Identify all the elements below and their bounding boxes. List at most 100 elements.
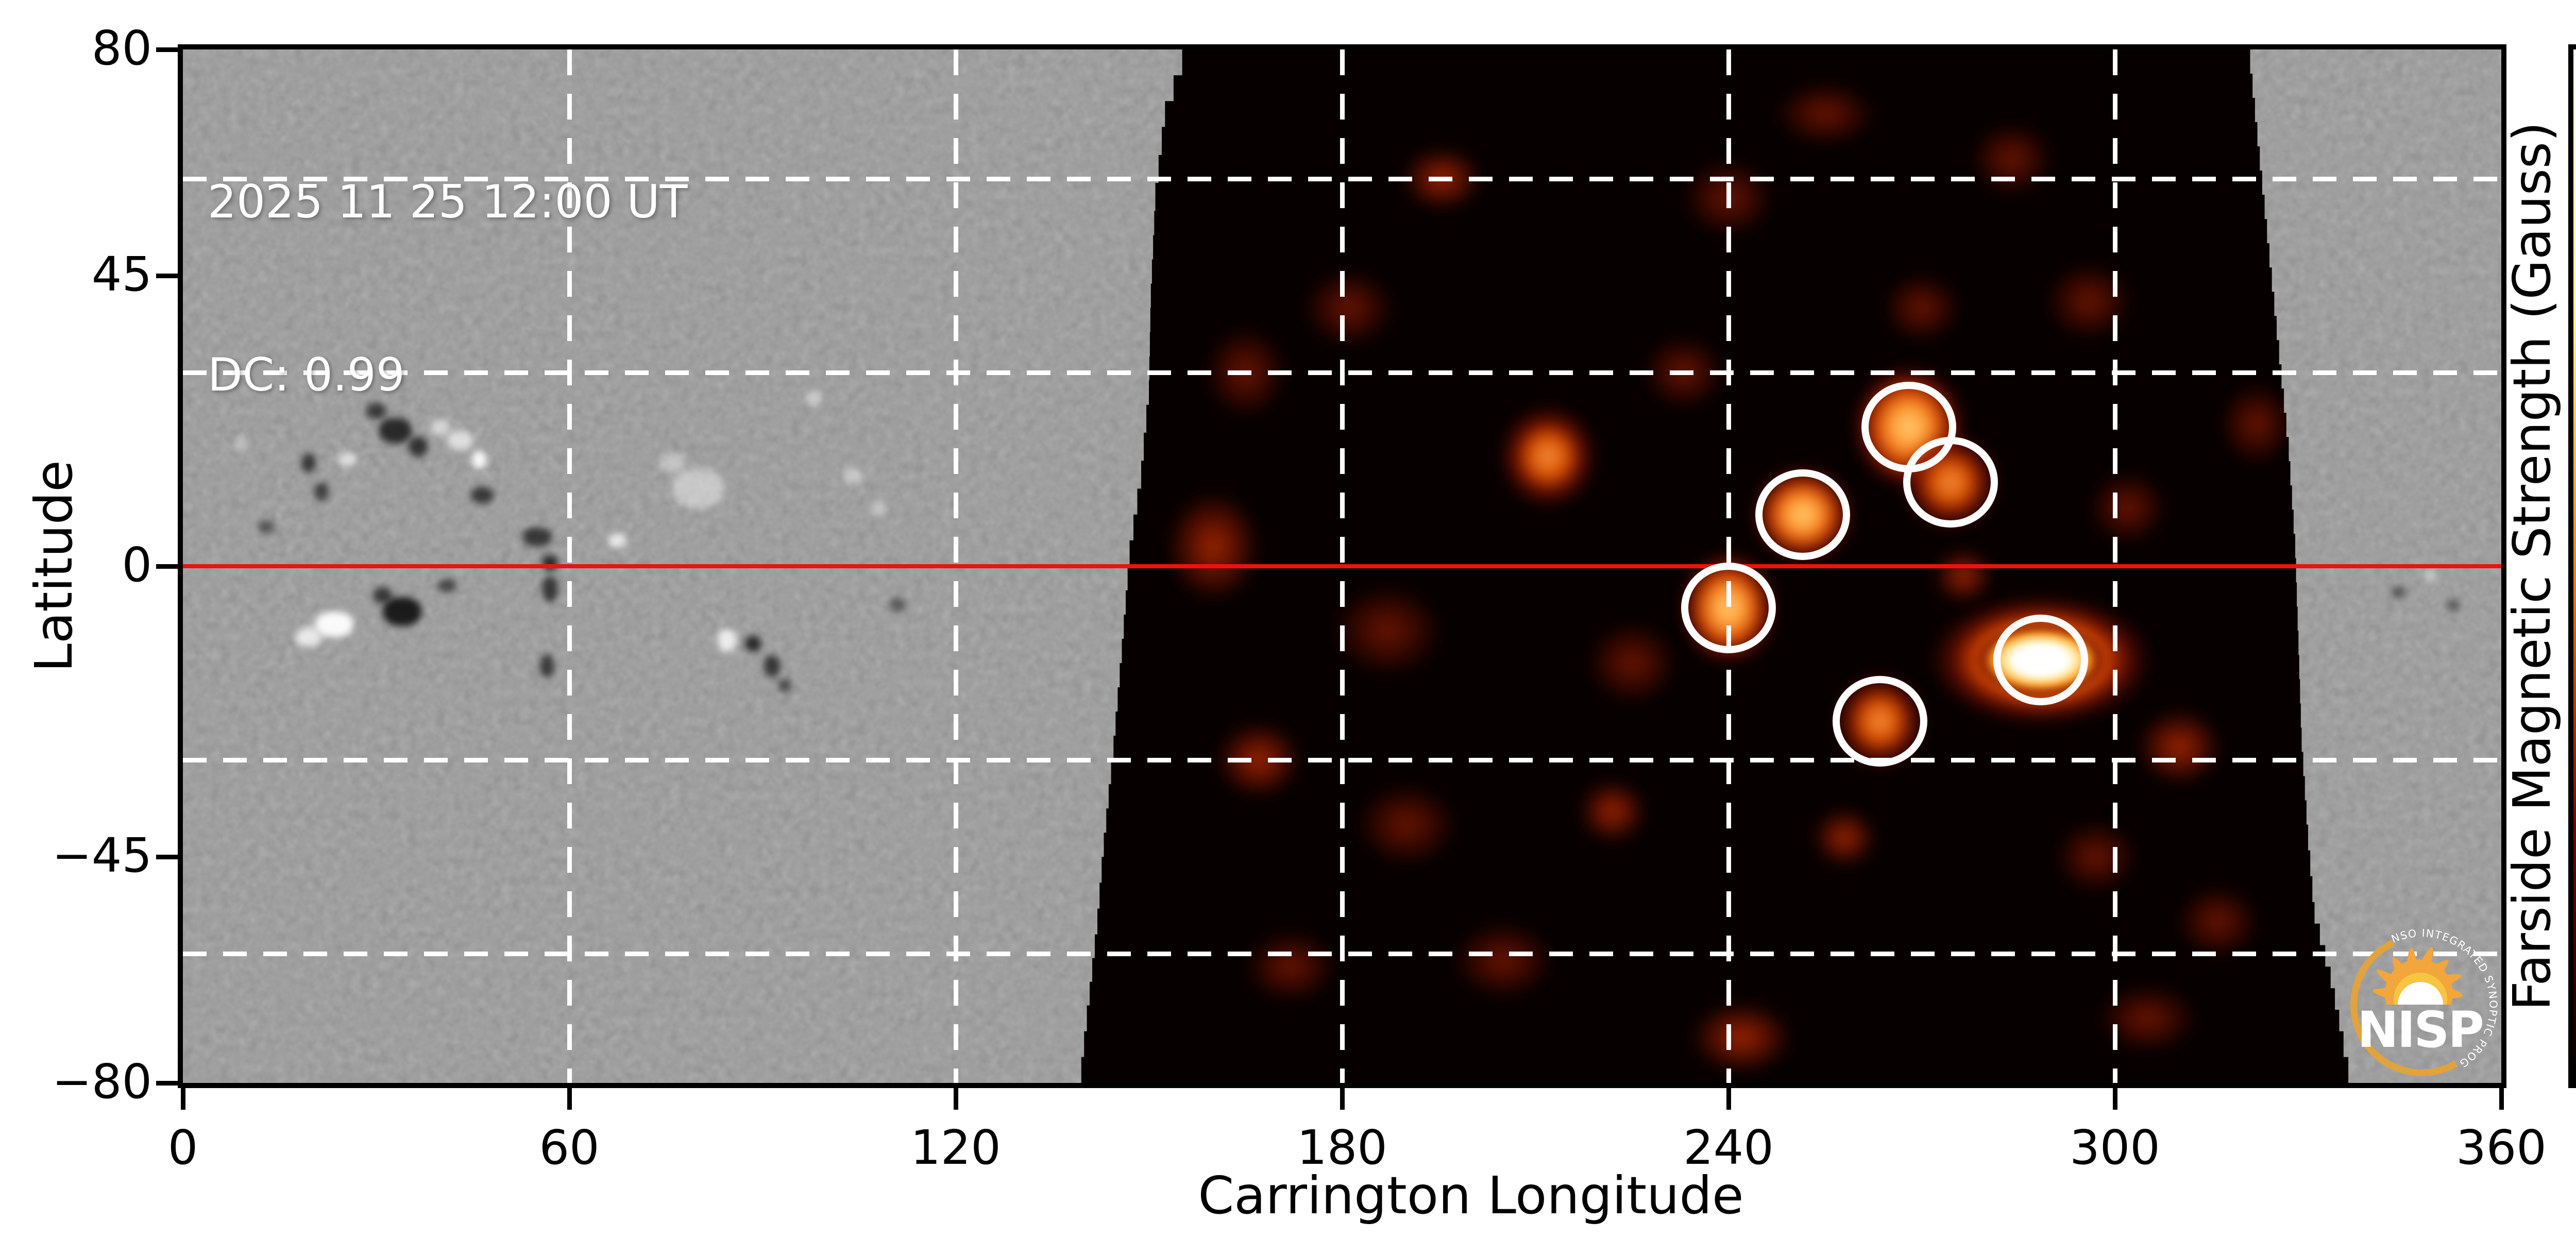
magnetogram-patch [608, 533, 627, 548]
farside-blob [1499, 404, 1597, 508]
farside-blob [1965, 118, 2058, 201]
x-tick-mark [2113, 1088, 2117, 1110]
x-tick-label: 300 [2070, 1120, 2160, 1175]
farside-blob [1350, 778, 1463, 871]
annotation-datetime: 2025 11 25 12:00 UT [208, 175, 688, 228]
farside-blob [2040, 257, 2138, 345]
active-region-circle [1755, 469, 1850, 560]
magnetogram-patch [870, 501, 887, 515]
farside-blob [2084, 467, 2172, 550]
magnetogram-patch [382, 597, 421, 626]
y-tick-mark [156, 1081, 178, 1086]
farside-colorbar [2568, 44, 2576, 1088]
magnetogram-patch [314, 483, 329, 501]
farside-blob [1768, 78, 1882, 150]
magnetogram-patch [472, 450, 486, 469]
x-tick-label: 120 [910, 1120, 1001, 1175]
active-region-circle [1993, 614, 2089, 705]
magnetogram-patch [234, 437, 247, 450]
y-tick-label: −80 [52, 1054, 152, 1109]
farside-blob [1878, 269, 1965, 347]
x-axis-label: Carrington Longitude [1198, 1165, 1744, 1226]
magnetogram-patch [372, 587, 393, 604]
magnetogram-patch [301, 453, 316, 473]
x-tick-label: 180 [1297, 1120, 1387, 1175]
magnetogram-patch [778, 679, 792, 692]
magnetogram-patch [471, 487, 494, 503]
carrington-map-plot-area: 2025 11 25 12:00 UT DC: 0.99 NISP [178, 44, 2506, 1088]
farside-blob [1580, 617, 1684, 710]
magnetogram-patch [659, 453, 685, 473]
x-tick-label: 360 [2456, 1120, 2547, 1175]
magnetogram-patch [764, 655, 781, 678]
y-tick-mark [156, 47, 178, 52]
x-tick-mark [1726, 1088, 1731, 1110]
y-axis-label: Latitude [24, 460, 84, 672]
magnetogram-patch [447, 430, 473, 450]
farside-blob [1446, 916, 1560, 1004]
x-tick-mark [954, 1088, 958, 1110]
y-tick-label: 80 [91, 21, 152, 76]
logo-nisp-text: NISP [2357, 1001, 2483, 1059]
farside-blob [1571, 773, 1654, 851]
logo-white-dome [2398, 982, 2443, 1005]
active-region-circle [1903, 437, 1998, 528]
magnetogram-patch [366, 403, 386, 419]
nisp-logo: NISP NSO INTEGRATED SYNOPTIC PROGRAM [2345, 927, 2499, 1076]
magnetogram-patch [258, 521, 275, 534]
active-region-circle [1681, 563, 1776, 654]
magnetogram-patch [2392, 585, 2405, 599]
magnetogram-patch [889, 598, 906, 612]
farside-colorbar-label: Farside Magnetic Strength (Gauss) [2502, 122, 2562, 1011]
magnetogram-patch [431, 419, 450, 436]
y-tick-mark [156, 564, 178, 569]
magnetogram-patch [315, 611, 354, 637]
y-tick-label: 45 [91, 246, 152, 302]
farside-blob [1297, 264, 1400, 352]
y-tick-mark [156, 273, 178, 278]
magnetogram-patch [539, 655, 554, 678]
active-region-circle [1832, 675, 1927, 767]
x-tick-mark [2499, 1088, 2504, 1110]
magnetogram-patch [522, 527, 552, 547]
magnetogram-patch [806, 392, 822, 405]
logo-sun [2372, 947, 2463, 1005]
magnetogram-patch [295, 628, 321, 647]
magnetogram-patch [337, 452, 357, 467]
x-tick-mark [181, 1088, 185, 1110]
magnetogram-patch [717, 629, 737, 652]
x-tick-label: 60 [539, 1120, 600, 1175]
magnetogram-patch [2424, 570, 2437, 582]
magnetogram-patch [843, 467, 862, 484]
farside-blob [1239, 925, 1342, 1008]
farside-blob [1680, 994, 1803, 1082]
map-annotation: 2025 11 25 12:00 UT DC: 0.99 [208, 58, 688, 519]
farside-blob [2172, 880, 2264, 963]
magnetogram-patch [2446, 599, 2460, 611]
farside-blob [1927, 542, 2000, 609]
y-tick-mark [156, 855, 178, 860]
x-tick-mark [567, 1088, 572, 1110]
magnetogram-patch [408, 437, 428, 456]
farside-blob [2128, 701, 2231, 794]
farside-blob [2049, 816, 2142, 898]
x-tick-label: 240 [1683, 1120, 1774, 1175]
logo-gold-ring [2350, 940, 2458, 1076]
magnetogram-patch [541, 575, 558, 602]
equator-line [183, 564, 2501, 568]
y-tick-label: 0 [122, 537, 152, 592]
x-tick-label: 0 [167, 1120, 198, 1175]
y-tick-label: −45 [52, 828, 152, 884]
magnetogram-patch [744, 635, 761, 652]
magnetogram-patch [379, 417, 412, 444]
magnetogram-patch [541, 555, 558, 571]
magnetogram-patch [437, 579, 457, 592]
farside-blob [1325, 579, 1449, 683]
magnetogram-patch [672, 469, 724, 508]
x-tick-mark [1340, 1088, 1345, 1110]
farside-blob [1157, 480, 1270, 614]
farside-blob [2090, 979, 2204, 1057]
annotation-duty-cycle: DC: 0.99 [208, 348, 405, 401]
farside-blob [1806, 801, 1883, 874]
